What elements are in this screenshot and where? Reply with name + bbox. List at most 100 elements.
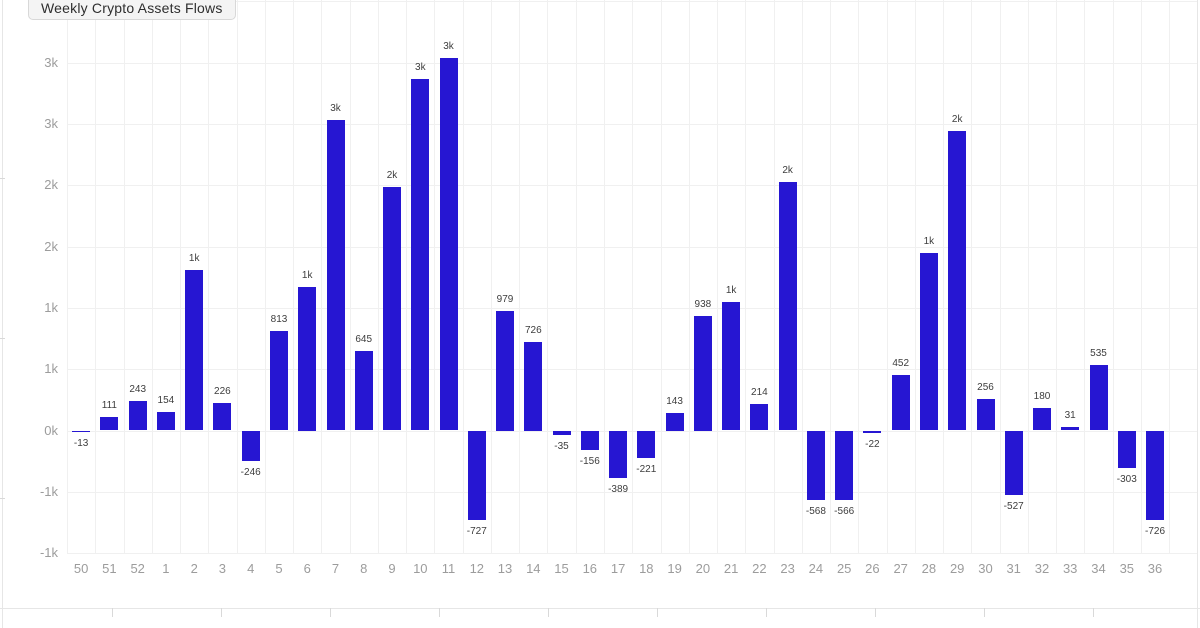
- gridline-vertical: [264, 0, 266, 553]
- gridline-vertical: [717, 0, 718, 553]
- gridline-vertical: [434, 0, 436, 553]
- bar[interactable]: [354, 351, 373, 431]
- bar[interactable]: [1061, 426, 1080, 431]
- bar[interactable]: [580, 430, 599, 450]
- bar[interactable]: [128, 400, 147, 431]
- bar[interactable]: [637, 430, 656, 458]
- y-axis-label: 2k: [44, 177, 58, 193]
- frame-border-left: [2, 0, 3, 628]
- x-axis-label: 31: [1006, 561, 1021, 576]
- bar-value-label: -35: [554, 440, 569, 452]
- bar-value-label: 535: [1090, 347, 1107, 359]
- x-axis-label: 36: [1147, 561, 1163, 576]
- bar[interactable]: [1117, 430, 1136, 468]
- bar-value-label: 1k: [301, 270, 313, 281]
- bar-value-label: 3k: [415, 61, 426, 73]
- bar[interactable]: [185, 269, 204, 431]
- gridline-horizontal: [67, 185, 1197, 187]
- lower-pane-axis-tick: [439, 608, 441, 617]
- x-axis-label: 26: [865, 561, 880, 576]
- x-axis-label: 16: [582, 561, 598, 576]
- lower-pane-axis-tick: [766, 608, 768, 617]
- gridline-horizontal: [67, 369, 1197, 371]
- bar-value-label: -221: [636, 463, 657, 475]
- bar[interactable]: [241, 430, 260, 461]
- bar[interactable]: [383, 187, 401, 431]
- bar[interactable]: [609, 430, 628, 479]
- bar[interactable]: [552, 430, 571, 435]
- gridline-horizontal: [67, 307, 1197, 309]
- x-axis-label: 19: [667, 561, 682, 576]
- bar[interactable]: [496, 310, 514, 431]
- bar[interactable]: [1004, 430, 1023, 496]
- bar[interactable]: [948, 131, 967, 431]
- lower-pane-axis-tick: [984, 608, 986, 617]
- x-axis-label: 10: [413, 561, 428, 576]
- bar[interactable]: [72, 430, 91, 433]
- bar[interactable]: [524, 341, 543, 431]
- bar-value-label: -13: [73, 438, 89, 450]
- bar-value-label: 243: [129, 383, 147, 395]
- gridline-horizontal: [67, 1, 1197, 3]
- gridline-vertical: [123, 0, 125, 553]
- gridline-vertical: [67, 0, 68, 553]
- gridline-vertical: [236, 0, 238, 553]
- bar-value-label: 256: [977, 382, 994, 394]
- gridline-vertical: [660, 0, 662, 553]
- gridline-vertical: [293, 0, 295, 553]
- bar[interactable]: [806, 430, 825, 501]
- bar-value-label: 2k: [951, 114, 963, 126]
- x-axis-label: 2: [190, 561, 198, 576]
- lower-pane-axis-tick: [221, 608, 223, 617]
- bar[interactable]: [750, 404, 769, 431]
- bar[interactable]: [835, 430, 854, 500]
- gridline-horizontal: [67, 123, 1197, 125]
- bar[interactable]: [298, 287, 317, 431]
- bar[interactable]: [976, 399, 995, 431]
- bar[interactable]: [778, 181, 797, 431]
- y-axis-label: 1k: [44, 361, 58, 377]
- bar[interactable]: [1089, 364, 1108, 431]
- gridline-vertical: [830, 0, 831, 553]
- bar[interactable]: [156, 411, 175, 431]
- gridline-vertical: [914, 0, 916, 553]
- bar[interactable]: [919, 252, 938, 431]
- gridline-vertical: [773, 0, 775, 553]
- bar[interactable]: [1146, 430, 1164, 520]
- bar[interactable]: [100, 416, 119, 431]
- x-axis-label: 32: [1034, 561, 1050, 576]
- bar[interactable]: [270, 330, 288, 431]
- gridline-vertical: [999, 0, 1001, 553]
- bar[interactable]: [439, 57, 458, 431]
- gridline-vertical: [321, 0, 323, 553]
- bar[interactable]: [891, 375, 910, 431]
- bar[interactable]: [722, 301, 741, 431]
- bar[interactable]: [863, 430, 882, 434]
- bar[interactable]: [467, 430, 486, 520]
- x-axis-label: 21: [723, 561, 739, 576]
- bar-value-label: -389: [608, 484, 629, 496]
- bar-value-label: 3k: [443, 40, 454, 52]
- bar[interactable]: [665, 413, 684, 431]
- bar[interactable]: [213, 402, 232, 431]
- gridline-vertical: [1169, 0, 1171, 553]
- bar[interactable]: [1033, 408, 1051, 431]
- x-axis-label: 17: [610, 561, 626, 576]
- bar-value-label: 2k: [386, 170, 398, 182]
- bar[interactable]: [693, 315, 712, 431]
- gridline-horizontal: [67, 553, 1197, 555]
- gridline-vertical: [519, 0, 521, 553]
- left-frame-axis-tick: [0, 178, 5, 179]
- gridline-vertical: [688, 0, 690, 553]
- chart-title-chip[interactable]: Weekly Crypto Assets Flows: [28, 0, 236, 20]
- lower-pane-axis-tick: [875, 608, 877, 617]
- lower-pane-divider: [0, 608, 1200, 609]
- x-axis-label: 4: [247, 561, 255, 576]
- x-axis-label: 6: [303, 561, 311, 576]
- bar-value-label: 813: [270, 313, 288, 325]
- bar[interactable]: [326, 120, 345, 431]
- bar[interactable]: [411, 78, 430, 431]
- x-axis-label: 51: [102, 561, 117, 576]
- lower-pane-axis-tick: [1093, 608, 1095, 617]
